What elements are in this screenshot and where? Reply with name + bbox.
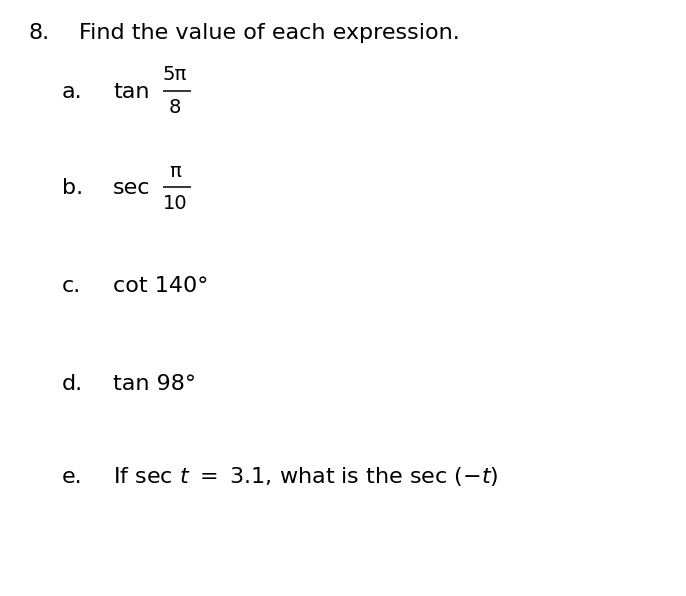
Text: sec: sec — [113, 178, 151, 198]
Text: d.: d. — [62, 374, 83, 395]
Text: c.: c. — [62, 276, 81, 296]
Text: Find the value of each expression.: Find the value of each expression. — [79, 23, 460, 43]
Text: If sec $t\ =\ $3.1, what is the sec $(-t)$: If sec $t\ =\ $3.1, what is the sec $(-t… — [113, 465, 499, 488]
Text: cot 140°: cot 140° — [113, 276, 209, 296]
Text: e.: e. — [62, 467, 82, 487]
Text: tan: tan — [113, 82, 150, 103]
Text: 10: 10 — [163, 194, 187, 213]
Text: a.: a. — [62, 82, 82, 103]
Text: tan 98°: tan 98° — [113, 374, 196, 395]
Text: π: π — [169, 162, 181, 181]
Text: b.: b. — [62, 178, 83, 198]
Text: 8.: 8. — [29, 23, 50, 43]
Text: 8: 8 — [169, 98, 181, 117]
Text: 5π: 5π — [163, 65, 187, 84]
